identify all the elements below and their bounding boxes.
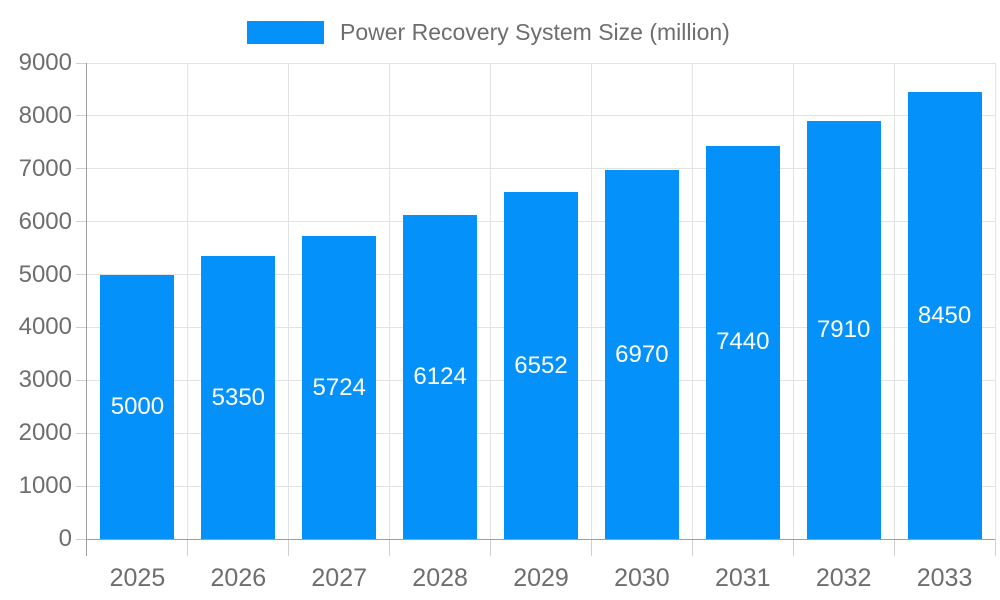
category-gridline xyxy=(893,63,895,539)
y-axis-tick-label: 4000 xyxy=(18,313,72,341)
bar[interactable] xyxy=(302,236,377,539)
bar[interactable] xyxy=(201,256,276,539)
bar[interactable] xyxy=(806,120,881,539)
bar-value-label: 7440 xyxy=(716,328,770,356)
y-tick xyxy=(76,379,87,381)
bar-value-label: 5000 xyxy=(110,392,165,420)
x-tick xyxy=(893,539,895,556)
bar-value-label: 6970 xyxy=(615,340,669,368)
y-tick xyxy=(76,432,87,434)
category-gridline xyxy=(590,63,592,539)
y-tick xyxy=(76,274,87,276)
bar[interactable] xyxy=(100,274,175,539)
x-tick xyxy=(994,539,996,556)
x-axis-tick-label: 2033 xyxy=(916,564,973,592)
x-axis-tick-label: 2027 xyxy=(311,564,368,592)
y-gridline xyxy=(87,62,995,64)
bar-value-label: 6552 xyxy=(514,351,568,379)
x-tick xyxy=(288,539,290,556)
bar-value-label: 8450 xyxy=(917,301,972,329)
y-axis-tick-label: 8000 xyxy=(18,101,72,129)
y-gridline xyxy=(87,115,995,117)
y-gridline xyxy=(87,168,995,170)
bar[interactable] xyxy=(504,192,578,539)
y-axis-tick-label: 3000 xyxy=(18,366,72,394)
y-axis-tick-label: 2000 xyxy=(18,419,72,447)
x-axis-tick-label: 2030 xyxy=(614,564,670,592)
bar[interactable] xyxy=(403,215,478,539)
y-tick xyxy=(76,221,87,223)
legend-label: Power Recovery System Size (million) xyxy=(340,19,730,45)
x-axis-line xyxy=(86,538,995,540)
y-axis-tick-label: 5000 xyxy=(18,260,72,288)
bar-value-label: 5724 xyxy=(312,373,366,401)
x-axis-tick-label: 2028 xyxy=(412,564,468,592)
y-tick xyxy=(76,538,87,540)
x-tick xyxy=(792,539,794,556)
y-axis-tick-label: 0 xyxy=(58,525,72,552)
x-tick xyxy=(389,539,391,556)
x-axis-tick-label: 2025 xyxy=(109,564,166,592)
x-tick xyxy=(490,539,492,556)
y-axis-tick-label: 7000 xyxy=(18,154,72,182)
category-gridline xyxy=(691,63,693,539)
x-axis-tick-label: 2032 xyxy=(815,564,872,592)
bar-value-label: 7910 xyxy=(816,315,871,343)
category-gridline xyxy=(490,63,492,539)
category-gridline xyxy=(389,63,391,539)
x-axis-tick-label: 2029 xyxy=(513,564,569,592)
y-tick xyxy=(76,485,87,487)
y-tick xyxy=(76,326,87,328)
y-tick xyxy=(76,115,87,117)
x-axis-tick-label: 2031 xyxy=(714,564,771,592)
category-gridline xyxy=(288,63,290,539)
x-tick xyxy=(590,539,592,556)
x-axis-tick-label: 2026 xyxy=(210,564,267,592)
bar[interactable] xyxy=(705,145,780,539)
y-axis-tick-label: 1000 xyxy=(18,472,72,500)
y-axis-tick-label: 9000 xyxy=(18,49,72,76)
bar[interactable] xyxy=(604,170,679,539)
y-axis-tick-label: 6000 xyxy=(18,207,72,235)
category-gridline xyxy=(994,63,996,539)
x-tick xyxy=(691,539,693,556)
legend-swatch-icon xyxy=(247,21,324,44)
bar-value-label: 5350 xyxy=(211,383,266,411)
category-gridline xyxy=(187,63,189,539)
y-tick xyxy=(76,168,87,170)
x-tick xyxy=(187,539,189,556)
bar[interactable] xyxy=(907,92,982,539)
legend-item[interactable]: Power Recovery System Size (million) xyxy=(247,19,730,46)
y-tick xyxy=(76,62,87,64)
bar-value-label: 6124 xyxy=(413,363,467,391)
category-gridline xyxy=(792,63,794,539)
y-axis-line xyxy=(86,63,87,556)
